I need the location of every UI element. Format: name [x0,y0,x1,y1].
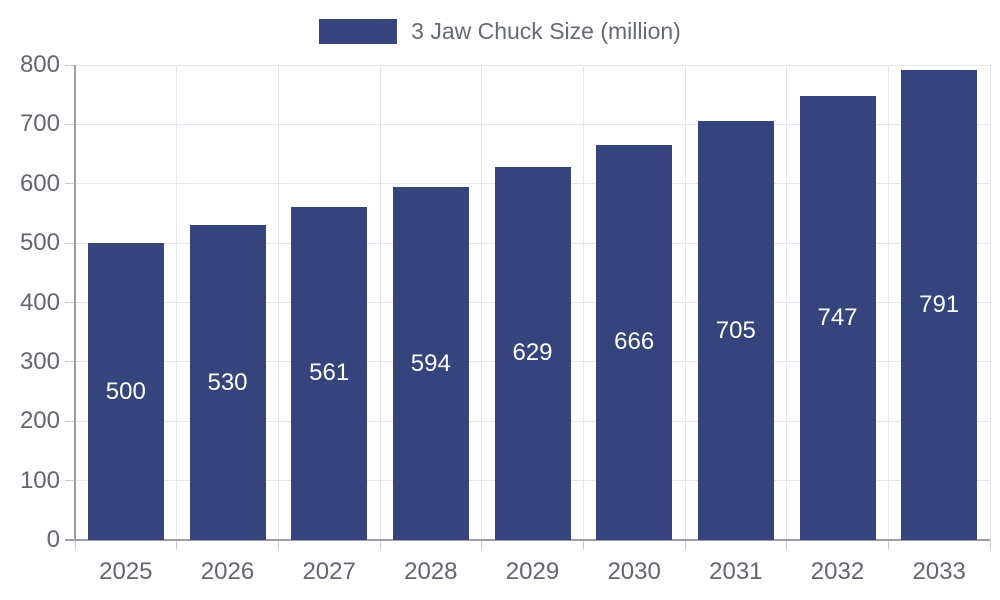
x-axis-tick [176,540,178,550]
gridline-vertical [887,65,889,540]
x-axis-label: 2029 [505,558,560,585]
bar[interactable] [189,225,266,540]
bar[interactable] [392,187,469,540]
x-axis-label: 2030 [607,558,661,585]
x-axis-tick [277,540,279,550]
gridline-vertical [277,65,279,540]
x-axis-tick [887,540,889,550]
x-axis-label: 2033 [912,558,966,585]
bar-value-label: 629 [512,339,553,367]
legend-label: 3 Jaw Chuck Size (million) [411,18,681,44]
bar[interactable] [799,96,876,540]
gridline-horizontal [75,123,990,125]
bar[interactable] [291,206,368,540]
y-axis-label: 500 [19,229,60,257]
gridline-vertical [786,65,788,540]
y-axis-tick [65,242,75,244]
bar[interactable] [87,243,164,540]
x-axis-label: 2025 [99,558,153,585]
y-axis-tick [65,64,75,66]
bar-value-label: 561 [309,359,350,387]
legend[interactable]: 3 Jaw Chuck Size (million) [0,17,1000,45]
gridline-vertical [176,65,178,540]
gridline-horizontal [75,64,990,66]
gridline-vertical [582,65,584,540]
y-axis-label: 200 [19,407,60,435]
gridline-vertical [989,65,991,540]
bar[interactable] [596,144,673,540]
y-axis-tick [65,361,75,363]
y-axis-line [74,65,76,540]
bar-value-label: 705 [715,316,756,344]
y-axis-tick [65,480,75,482]
bar-value-label: 747 [817,304,858,332]
y-axis-label: 0 [46,526,60,553]
x-axis-label: 2032 [810,558,865,585]
x-axis-tick [582,540,584,550]
x-axis-tick [989,540,991,550]
x-axis-tick [379,540,381,550]
bar-value-label: 594 [410,349,451,377]
y-axis-label: 100 [19,466,60,494]
legend-swatch [319,18,398,44]
y-axis-tick [65,123,75,125]
x-axis-tick [74,540,76,550]
x-axis-tick [684,540,686,550]
y-axis-label: 300 [19,347,60,375]
y-axis-label: 800 [19,51,60,78]
y-axis-tick [65,302,75,303]
bar[interactable] [494,166,571,540]
bar-value-label: 500 [105,377,146,405]
gridline-vertical [684,65,686,540]
y-axis-label: 700 [19,110,60,138]
bar-value-label: 666 [614,328,655,356]
y-axis-tick [65,420,75,422]
bar-value-label: 530 [207,368,248,396]
y-axis-label: 400 [19,288,60,316]
x-axis-tick [786,540,788,550]
x-axis-label: 2028 [404,558,458,585]
x-axis-label: 2031 [709,558,763,585]
bar-value-label: 791 [919,291,960,319]
y-axis-tick [65,183,75,185]
x-axis-tick [481,540,483,550]
gridline-vertical [379,65,381,540]
gridline-vertical [481,65,483,540]
y-axis-label: 600 [19,169,60,197]
x-axis-line [65,539,990,541]
bar[interactable] [901,70,978,540]
x-axis-label: 2026 [200,558,255,585]
x-axis-label: 2027 [302,558,356,585]
bar[interactable] [697,121,774,540]
